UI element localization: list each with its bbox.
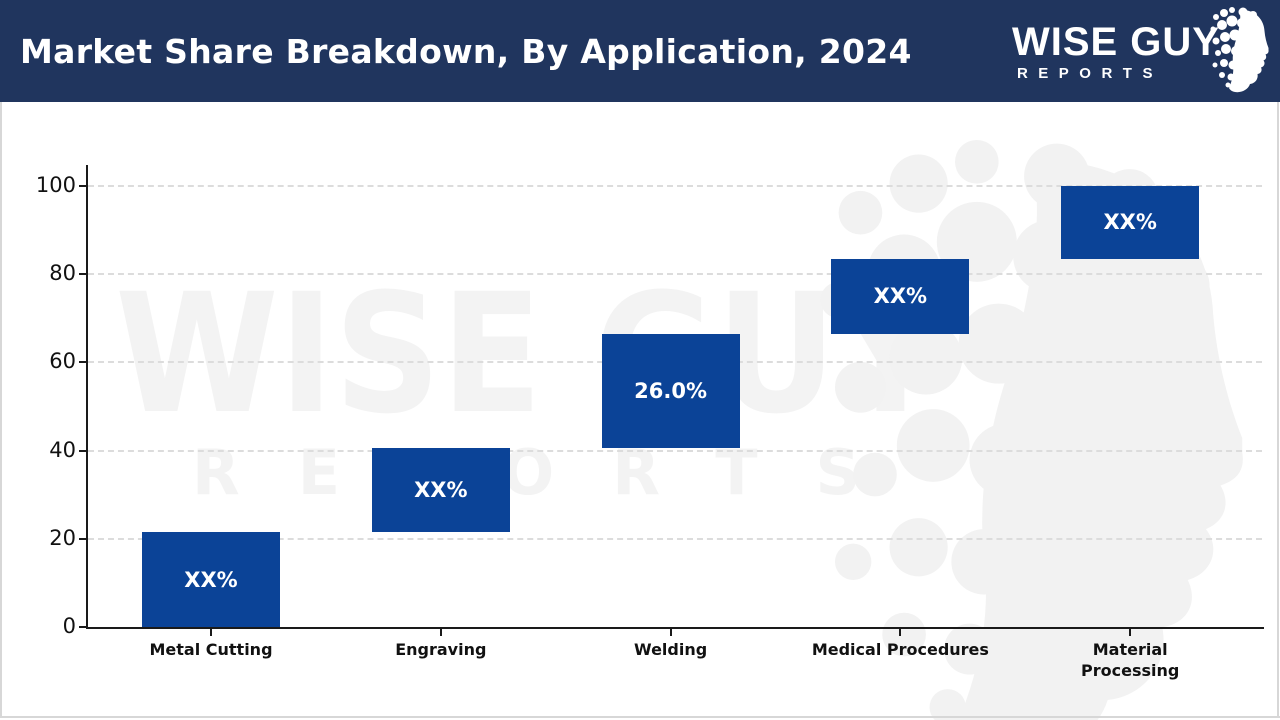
y-axis-tick-label: 60 — [49, 349, 76, 374]
x-axis-tick-label: Welding — [633, 640, 708, 659]
page-border-bottom — [0, 716, 1280, 718]
y-axis-tick — [79, 449, 88, 452]
x-axis-tick-label: Material Processing — [1081, 640, 1180, 680]
bar-metal-cutting: XX% — [142, 532, 280, 627]
chart-title: Market Share Breakdown, By Application, … — [20, 31, 912, 71]
report-header: Market Share Breakdown, By Application, … — [0, 0, 1280, 102]
y-axis-line — [86, 165, 88, 629]
gridline — [88, 185, 1262, 187]
y-axis-tick — [79, 361, 88, 364]
logo-brand-subtitle: REPORTS — [1016, 64, 1163, 82]
gridline — [88, 449, 1262, 452]
bar-medical-procedures: XX% — [831, 258, 970, 334]
bar-value-label: 26.0% — [634, 379, 708, 404]
logo-text: WISE GUY REPORTS — [1012, 22, 1220, 81]
bar-value-label: XX% — [414, 478, 468, 503]
logo-head-icon — [1210, 7, 1269, 93]
bar-value-label: XX% — [873, 284, 928, 309]
x-axis-tick — [1129, 629, 1132, 636]
page-border-left — [0, 102, 2, 718]
y-axis-tick-label: 80 — [49, 261, 76, 286]
x-axis-tick-label: Metal Cutting — [149, 640, 273, 659]
y-axis-tick — [79, 185, 88, 187]
page-border-right — [1277, 102, 1279, 718]
y-axis-tick-label: 0 — [62, 614, 76, 638]
y-axis-tick-label: 40 — [49, 437, 76, 462]
y-axis-tick — [79, 537, 88, 540]
logo-brand-name: WISE GUY — [1011, 19, 1220, 64]
bar-value-label: XX% — [184, 567, 238, 592]
y-axis-tick — [79, 273, 88, 276]
y-axis-tick — [79, 626, 88, 628]
bar-engraving: XX% — [371, 448, 510, 533]
x-axis-tick-label: Engraving — [395, 640, 487, 659]
bar-welding: 26.0% — [601, 333, 740, 449]
x-axis-tick — [899, 629, 902, 636]
y-axis-tick-label: 20 — [49, 525, 76, 550]
y-axis-tick-label: 100 — [35, 173, 76, 197]
bar-value-label: XX% — [1103, 210, 1157, 235]
gridline — [88, 537, 1262, 540]
x-axis-tick — [439, 629, 442, 636]
wise-guy-reports-logo: WISE GUY REPORTS — [1012, 7, 1270, 95]
x-axis-tick — [210, 629, 212, 636]
gridline — [88, 273, 1262, 276]
x-axis-line — [86, 627, 1264, 629]
bar-material-processing: XX% — [1061, 186, 1200, 259]
x-axis-tick — [669, 629, 672, 636]
x-axis-tick-label: Medical Procedures — [811, 640, 989, 659]
